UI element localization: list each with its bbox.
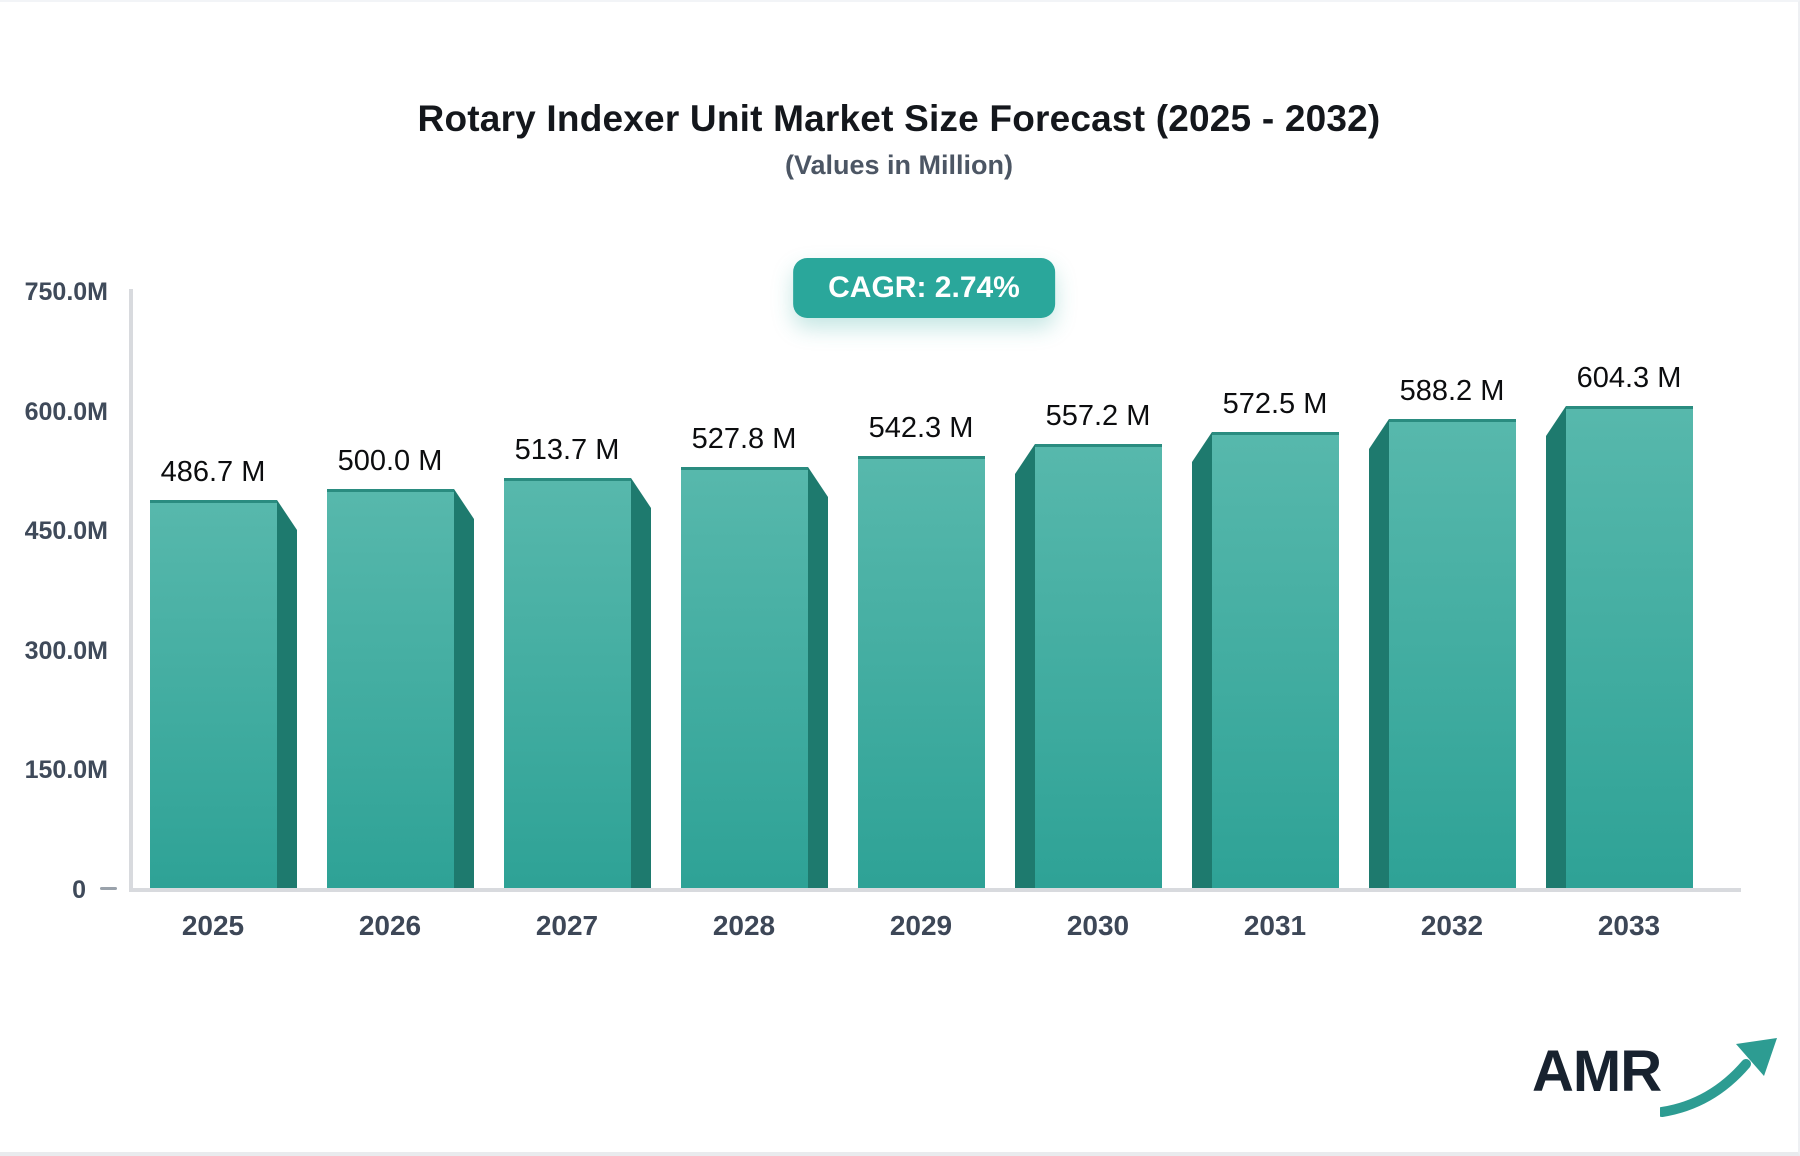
y-axis-line [129, 289, 133, 892]
bar-side-face [1192, 432, 1212, 888]
y-tick-label: 600.0M [24, 398, 108, 426]
bar-value-label: 588.2 M [1399, 375, 1505, 407]
bar-side-face [454, 489, 474, 888]
zero-tick-mark [100, 887, 117, 890]
bar-side-face [1369, 419, 1389, 888]
bar-2026 [327, 489, 454, 888]
bar-value-label: 500.0 M [337, 445, 443, 477]
x-label-2026: 2026 [358, 910, 422, 941]
x-label-2031: 2031 [1243, 910, 1307, 941]
bar-value-label: 557.2 M [1045, 400, 1151, 432]
x-axis-line [129, 888, 1741, 892]
bar-value-label: 527.8 M [691, 423, 797, 455]
bar-2027 [504, 478, 631, 888]
bar-value-label: 572.5 M [1222, 388, 1328, 420]
bar-2028 [681, 467, 808, 888]
bar-value-label: 542.3 M [868, 412, 974, 444]
bar-value-label: 513.7 M [514, 434, 620, 466]
bar-2032 [1389, 419, 1516, 888]
bar-value-label: 486.7 M [160, 456, 266, 488]
growth-arrow-icon [1660, 1038, 1777, 1117]
y-tick-label: 150.0M [24, 756, 108, 784]
bar-2030 [1035, 444, 1162, 888]
x-label-2025: 2025 [181, 910, 245, 941]
chart-subtitle: (Values in Million) [784, 150, 1014, 180]
bar-2031 [1212, 432, 1339, 888]
bar-side-face [1015, 444, 1035, 888]
bar-side-face [808, 467, 828, 888]
x-label-2030: 2030 [1066, 910, 1130, 941]
bar-side-face [1546, 406, 1566, 888]
y-tick-label: 450.0M [24, 517, 108, 545]
bar-2033 [1566, 406, 1693, 888]
chart-title: Rotary Indexer Unit Market Size Forecast… [417, 98, 1381, 139]
bar-2029 [858, 456, 985, 888]
bar-value-label: 604.3 M [1576, 362, 1682, 394]
x-label-2028: 2028 [712, 910, 776, 941]
amr-logo: AMR [1532, 1030, 1777, 1122]
y-tick-label: 0 [72, 876, 86, 904]
x-label-2027: 2027 [535, 910, 599, 941]
x-label-2033: 2033 [1597, 910, 1661, 941]
x-label-2032: 2032 [1420, 910, 1484, 941]
y-tick-label: 750.0M [24, 278, 108, 306]
x-label-2029: 2029 [889, 910, 953, 941]
bar-side-face [631, 478, 651, 888]
bar-side-face [277, 500, 297, 888]
amr-logo-text: AMR [1532, 1039, 1662, 1104]
y-tick-label: 300.0M [24, 637, 108, 665]
bar-2025 [150, 500, 277, 888]
cagr-badge: CAGR: 2.74% [793, 258, 1055, 318]
